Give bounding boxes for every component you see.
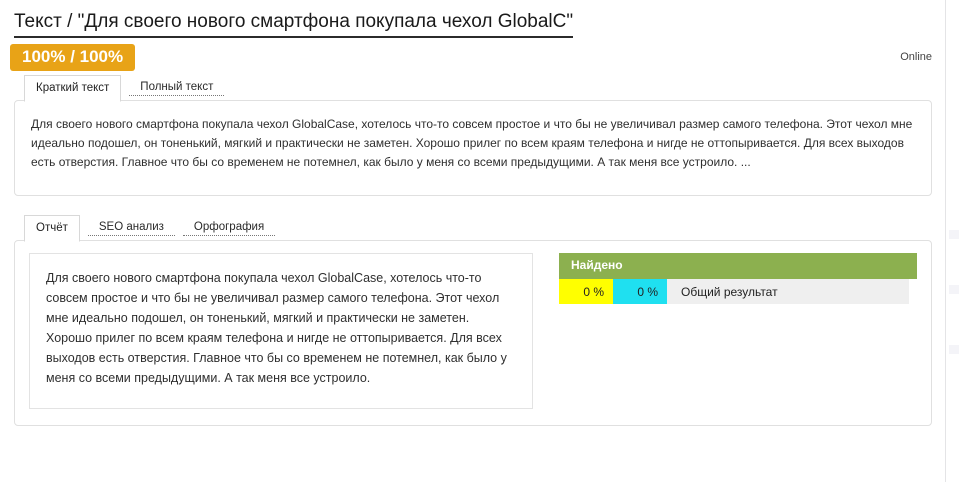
result-value-yellow: 0 % [559, 279, 613, 304]
percent-badge: 100% / 100% [10, 44, 136, 71]
ghost-text-fragment [949, 345, 959, 354]
page-title: Текст / "Для своего нового смартфона пок… [14, 10, 574, 38]
tab-otchet[interactable]: Отчёт [24, 215, 80, 242]
result-value-cyan: 0 % [613, 279, 667, 304]
tab-polnyy-tekst[interactable]: Полный текст [129, 75, 225, 96]
report-text-card: Для своего нового смартфона покупала чех… [29, 253, 533, 409]
page-edge-strip [945, 0, 959, 482]
results-table: 0 % 0 % Общий результат [559, 279, 909, 304]
tab-kratkiy-tekst[interactable]: Краткий текст [24, 75, 122, 102]
tab-orfografiya[interactable]: Орфография [182, 215, 276, 236]
summary-panel: Для своего нового смартфона покупала чех… [14, 100, 932, 196]
text-tabs: Краткий текст Полный текст [0, 74, 959, 102]
tab-seo-analiz[interactable]: SEO анализ [87, 215, 175, 236]
found-header: Найдено [559, 253, 917, 279]
ghost-text-fragment [949, 230, 959, 239]
status-row: 100% / 100% Online [0, 44, 959, 74]
page-header: Текст / "Для своего нового смартфона пок… [0, 0, 959, 38]
online-status-label: Online [900, 51, 932, 63]
report-tabs: Отчёт SEO анализ Орфография [0, 214, 959, 242]
report-text: Для своего нового смартфона покупала чех… [46, 271, 507, 385]
ghost-text-fragment [949, 285, 959, 294]
result-label: Общий результат [667, 279, 909, 304]
summary-text: Для своего нового смартфона покупала чех… [31, 117, 913, 169]
found-results-block: Найдено 0 % 0 % Общий результат [559, 253, 917, 304]
table-row: 0 % 0 % Общий результат [559, 279, 909, 304]
report-panel: Для своего нового смартфона покупала чех… [14, 240, 932, 426]
